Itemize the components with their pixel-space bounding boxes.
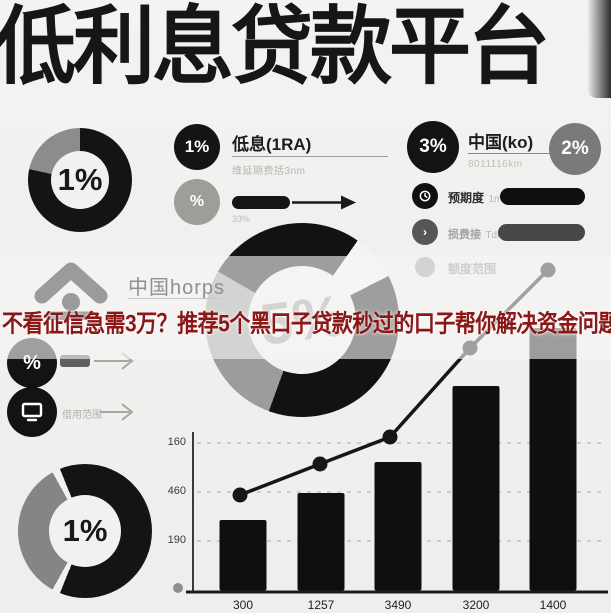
progress-pill [232,196,290,209]
donut-chart-bottom-left: 1% [18,464,152,598]
y-axis-tick: 190 [167,534,186,546]
monitor-row-label: 借用范围 [62,410,102,421]
y-axis-tick: 160 [167,436,186,448]
x-axis-tick: 1400 [539,598,567,612]
divider [232,156,388,157]
x-axis-tick: 1257 [307,598,335,612]
china-title: 中国(ko) [468,133,534,152]
row-suffix: 1mm [488,194,510,205]
home-icon [28,258,114,320]
headline-text: 不看征信急需3万？推荐5个黑口子贷款秒过的口子帮你解决资金问题 [2,310,611,338]
row-label: 损费接 [448,229,481,241]
edge-shadow [587,0,611,98]
value-pill [498,224,585,241]
clock-icon [412,183,438,209]
monitor-icon [7,387,57,437]
chevron-icon: › [412,219,438,245]
row-suffix: Tdien [485,230,510,241]
arrow-right-icon [292,195,356,210]
rate-percent-badge: % [174,179,220,225]
value-pill [500,188,585,205]
low-interest-title: 低息(1RA) [232,135,312,154]
x-axis-tick: 300 [232,598,254,612]
low-interest-note: 33% [232,214,251,224]
row-label: 预期度 [448,191,485,205]
y-axis-tick: 460 [167,485,186,497]
divider [128,298,220,299]
china-side-badge: 2% [549,123,601,175]
donut-bottom-left-value: 1% [49,495,121,567]
low-interest-badge: 1% [174,124,220,170]
low-interest-subtitle: 维延期费括3nm [232,166,306,177]
china-subtitle: 8011116km [468,159,523,170]
brand-name: 中国horps [128,277,226,299]
divider [468,153,563,154]
x-axis-tick: 3490 [384,598,412,612]
x-axis-tick: 3200 [462,598,490,612]
china-badge: 3% [407,121,459,173]
donut-chart-top-left: 1% [28,128,132,232]
donut-top-left-value: 1% [51,151,109,209]
page-title: 低利息贷款平台 [0,0,550,95]
